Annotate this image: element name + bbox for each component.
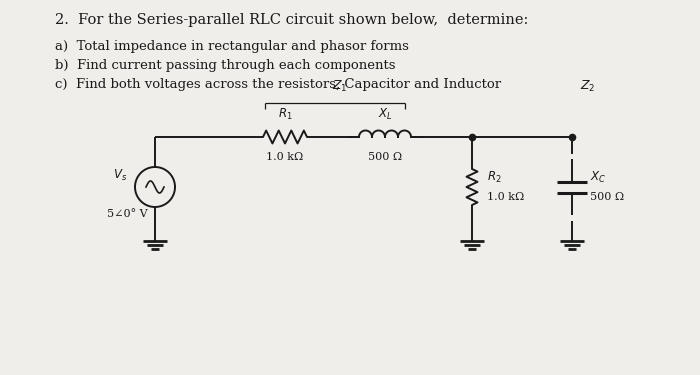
Text: c)  Find both voltages across the resistors, Capacitor and Inductor: c) Find both voltages across the resisto…	[55, 78, 501, 91]
Text: $R_1$: $R_1$	[278, 107, 293, 122]
Text: 1.0 kΩ: 1.0 kΩ	[487, 192, 524, 202]
Text: 1.0 kΩ: 1.0 kΩ	[267, 152, 304, 162]
Text: $Z_2$: $Z_2$	[580, 79, 596, 94]
Text: 500 Ω: 500 Ω	[368, 152, 402, 162]
Text: b)  Find current passing through each components: b) Find current passing through each com…	[55, 59, 395, 72]
Text: 5∠0° V: 5∠0° V	[106, 209, 147, 219]
Text: $R_2$: $R_2$	[487, 170, 502, 184]
Text: 500 Ω: 500 Ω	[590, 192, 624, 202]
Text: 2.  For the Series-parallel RLC circuit shown below,  determine:: 2. For the Series-parallel RLC circuit s…	[55, 13, 528, 27]
Text: $V_s$: $V_s$	[113, 168, 127, 183]
Text: $X_L$: $X_L$	[378, 107, 392, 122]
Text: $Z_1$: $Z_1$	[332, 79, 348, 94]
Text: $X_C$: $X_C$	[590, 170, 606, 184]
Text: a)  Total impedance in rectangular and phasor forms: a) Total impedance in rectangular and ph…	[55, 40, 409, 53]
